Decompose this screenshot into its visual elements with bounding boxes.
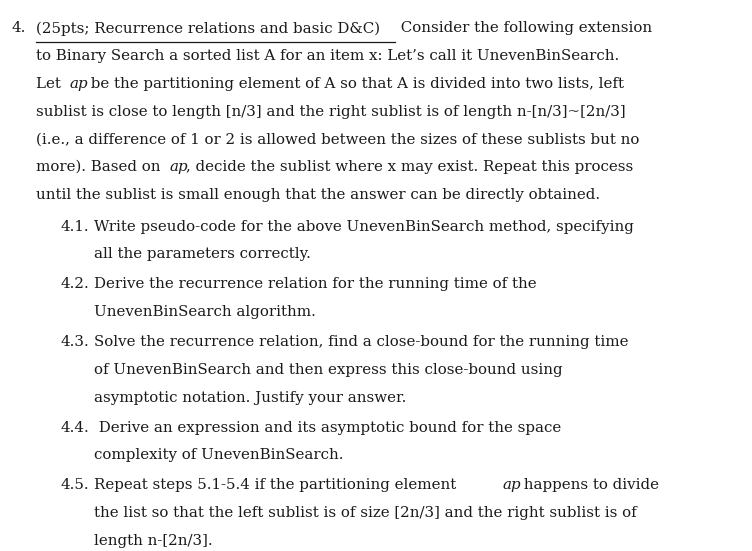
Text: of UnevenBinSearch and then express this close-bound using: of UnevenBinSearch and then express this… <box>93 363 562 377</box>
Text: ap: ap <box>170 160 188 174</box>
Text: all the parameters correctly.: all the parameters correctly. <box>93 247 311 262</box>
Text: the list so that the left sublist is of size [2n/3] and the right sublist is of: the list so that the left sublist is of … <box>93 506 636 520</box>
Text: more). Based on: more). Based on <box>36 160 165 174</box>
Text: sublist is close to length [n/3] and the right sublist is of length n-[n/3]~[2n/: sublist is close to length [n/3] and the… <box>36 105 626 118</box>
Text: 4.4.: 4.4. <box>60 420 89 435</box>
Text: 4.1.: 4.1. <box>60 220 89 234</box>
Text: 4.3.: 4.3. <box>60 335 89 349</box>
Text: (i.e., a difference of 1 or 2 is allowed between the sizes of these sublists but: (i.e., a difference of 1 or 2 is allowed… <box>36 132 640 147</box>
Text: UnevenBinSearch algorithm.: UnevenBinSearch algorithm. <box>93 305 315 319</box>
Text: Derive the recurrence relation for the running time of the: Derive the recurrence relation for the r… <box>93 278 536 291</box>
Text: be the partitioning element of A so that A is divided into two lists, left: be the partitioning element of A so that… <box>86 77 624 91</box>
Text: Consider the following extension: Consider the following extension <box>396 21 653 35</box>
Text: Derive an expression and its asymptotic bound for the space: Derive an expression and its asymptotic … <box>93 420 561 435</box>
Text: complexity of UnevenBinSearch.: complexity of UnevenBinSearch. <box>93 449 343 462</box>
Text: 4.5.: 4.5. <box>60 478 89 492</box>
Text: ap: ap <box>502 478 521 492</box>
Text: Write pseudo-code for the above UnevenBinSearch method, specifying: Write pseudo-code for the above UnevenBi… <box>93 220 633 234</box>
Text: length n-[2n/3].: length n-[2n/3]. <box>93 534 212 548</box>
Text: Solve the recurrence relation, find a close-bound for the running time: Solve the recurrence relation, find a cl… <box>93 335 628 349</box>
Text: , decide the sublist where x may exist. Repeat this process: , decide the sublist where x may exist. … <box>186 160 634 174</box>
Text: 4.: 4. <box>11 21 26 35</box>
Text: 4.2.: 4.2. <box>60 278 89 291</box>
Text: Repeat steps 5.1-5.4 if the partitioning element: Repeat steps 5.1-5.4 if the partitioning… <box>93 478 460 492</box>
Text: happens to divide: happens to divide <box>519 478 659 492</box>
Text: Let: Let <box>36 77 66 91</box>
Text: ap: ap <box>70 77 88 91</box>
Text: until the sublist is small enough that the answer can be directly obtained.: until the sublist is small enough that t… <box>36 188 600 202</box>
Text: to Binary Search a sorted list A for an item x: Let’s call it UnevenBinSearch.: to Binary Search a sorted list A for an … <box>36 49 620 63</box>
Text: (25pts; Recurrence relations and basic D&C): (25pts; Recurrence relations and basic D… <box>36 21 381 36</box>
Text: asymptotic notation. Justify your answer.: asymptotic notation. Justify your answer… <box>93 391 406 404</box>
